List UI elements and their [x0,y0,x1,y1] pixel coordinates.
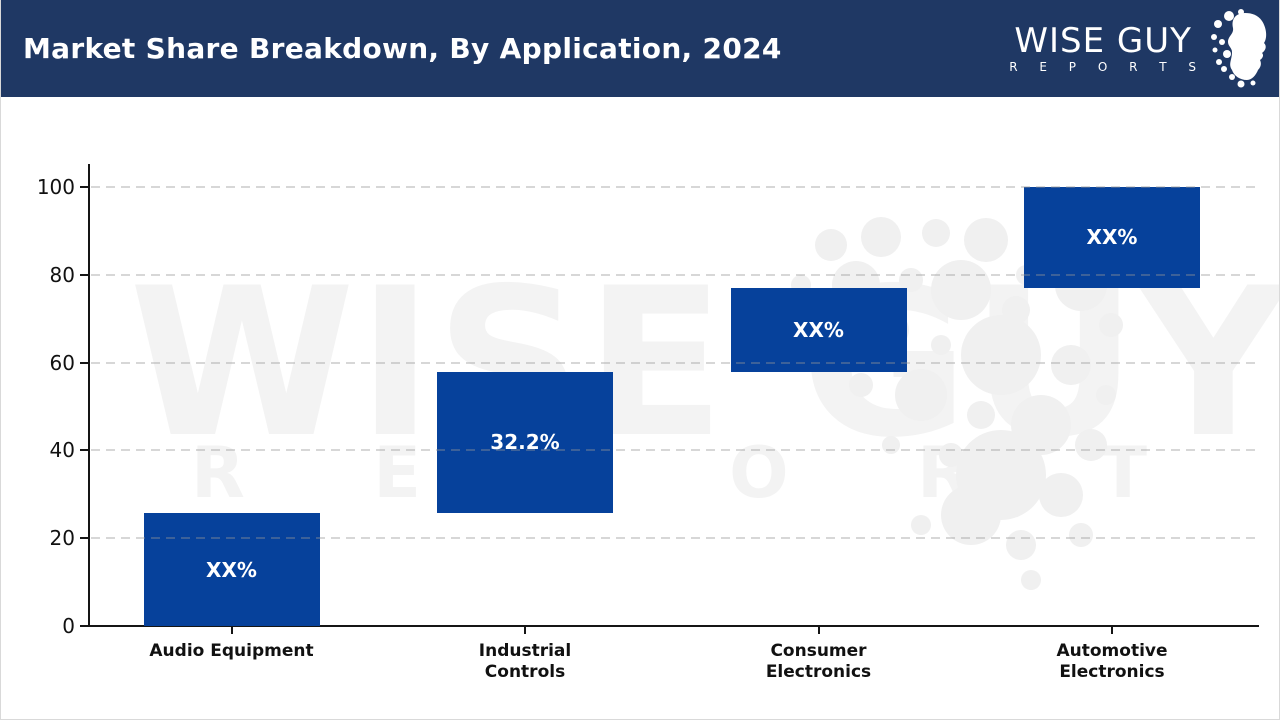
gridline-20 [91,537,1259,540]
bar-value-label: XX% [1086,225,1138,250]
y-axis-tick [80,361,88,364]
bar-automotive-electronics [1024,187,1200,288]
x-axis-label: Consumer Electronics [765,641,872,683]
logo-tagline: R E P O R T S [1009,60,1205,75]
y-axis-tick-label: 80 [49,262,75,287]
x-axis-tick [1111,627,1113,634]
gridline-60 [91,361,1259,364]
page-title: Market Share Breakdown, By Application, … [23,32,782,65]
bar-value-label: XX% [793,317,844,342]
x-axis-tick [230,627,233,634]
x-axis-label: Automotive Electronics [1056,641,1168,683]
y-axis-tick [80,186,88,188]
logo-text: WISE GUY R E P O R T S [1001,20,1205,75]
y-axis-tick [80,273,88,276]
y-axis-tick-label: 20 [49,526,75,551]
header-band: Market Share Breakdown, By Application, … [1,0,1279,97]
gridline-100 [91,186,1259,188]
y-axis-tick [80,537,88,540]
y-axis-tick [80,449,88,452]
x-axis-line [88,625,1259,627]
y-axis-line [88,164,90,627]
bar-value-label: XX% [206,557,257,582]
y-axis-tick-label: 100 [36,175,75,199]
y-axis-tick-label: 60 [49,350,75,375]
y-axis-tick-label: 40 [49,438,75,463]
bar-industrial-controls [437,371,613,514]
y-axis-tick [80,625,88,627]
logo-name: WISE GUY [1014,20,1192,61]
x-axis-label: Audio Equipment [149,641,314,661]
gridline-40 [91,449,1259,452]
logo-head-icon [1211,9,1267,88]
x-axis-tick [524,627,526,634]
wise-guy-logo: WISE GUY R E P O R T S [1001,8,1271,90]
y-axis-tick-label: 0 [62,614,75,638]
x-axis-label: Industrial Controls [478,641,572,683]
gridline-80 [91,273,1259,276]
bar-value-label: 32.2% [490,430,560,455]
bar-consumer-electronics [730,287,907,372]
x-axis-tick [817,627,820,634]
bar-audio-equipment [143,513,320,626]
